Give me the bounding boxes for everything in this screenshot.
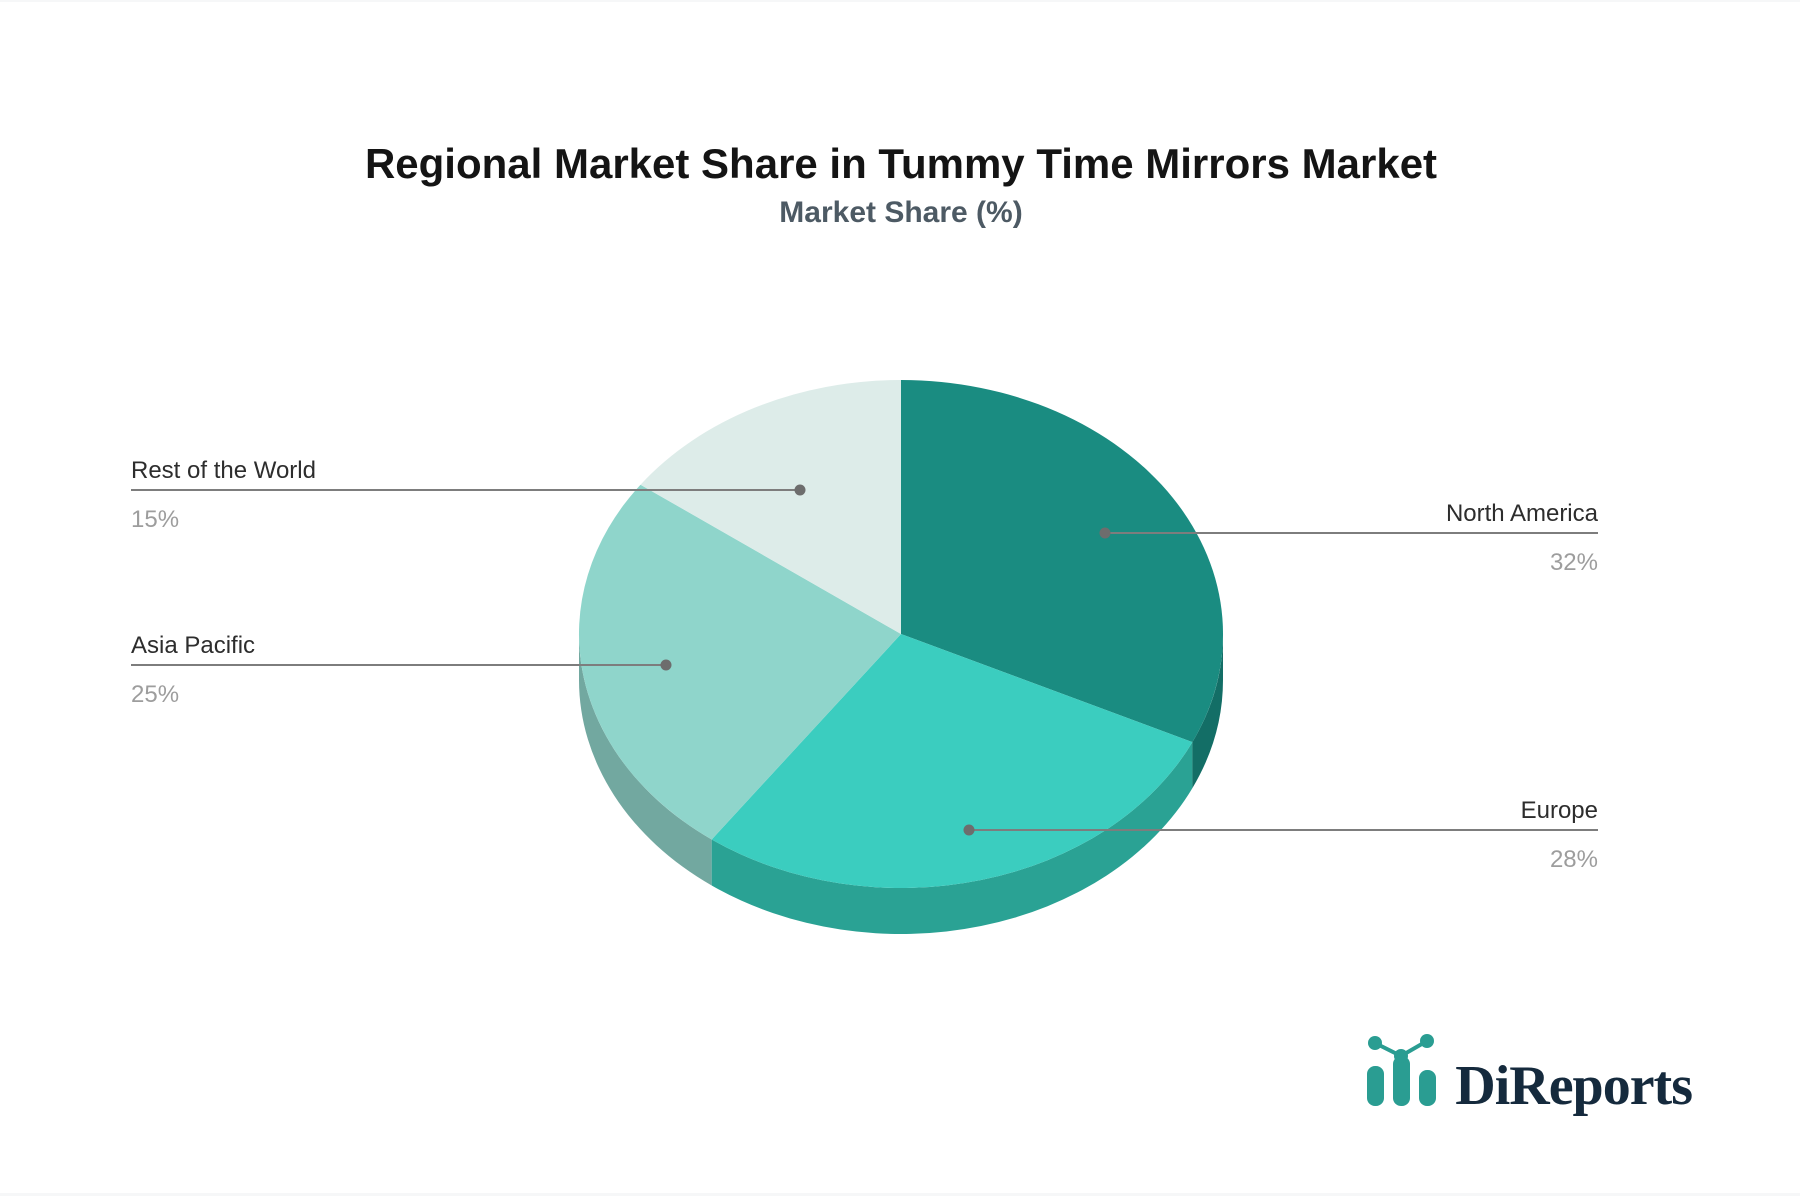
label-north-america: North America <box>1446 500 1599 527</box>
logo-text: DiReports <box>1455 1055 1693 1117</box>
page-bottom-edge <box>0 1193 1800 1196</box>
chart-subtitle: Market Share (%) <box>779 196 1023 229</box>
value-rest-of-the-world: 15% <box>131 506 179 533</box>
label-asia-pacific: Asia Pacific <box>131 632 255 659</box>
pie-slice-north-america[interactable] <box>901 380 1224 743</box>
chart-title: Regional Market Share in Tummy Time Mirr… <box>364 140 1438 187</box>
label-europe: Europe <box>1521 797 1598 824</box>
leader-dots <box>660 484 1111 836</box>
direports-logo: DiReports <box>1363 1028 1693 1114</box>
pie-side-north-america <box>1192 634 1223 789</box>
pie-side-asia-pacific <box>579 634 712 886</box>
leader-dot-europe <box>963 824 975 836</box>
pie-side-europe <box>711 742 1193 935</box>
pie-slice-rest-of-the-world[interactable] <box>640 380 902 634</box>
label-rest-of-the-world: Rest of the World <box>131 457 316 484</box>
value-asia-pacific: 25% <box>131 681 179 708</box>
leader-lines <box>131 489 1598 831</box>
pie-slice-asia-pacific[interactable] <box>578 484 901 840</box>
value-europe: 28% <box>1550 846 1598 873</box>
leader-dot-north-america <box>1099 527 1111 539</box>
value-north-america: 32% <box>1550 549 1598 576</box>
bar-chart-with-trendline-icon <box>1367 1034 1437 1106</box>
leader-dot-asia-pacific <box>660 659 672 671</box>
leader-dot-rest-of-the-world <box>794 484 806 496</box>
pie-slice-europe[interactable] <box>711 634 1193 889</box>
page-top-edge <box>0 0 1800 2</box>
